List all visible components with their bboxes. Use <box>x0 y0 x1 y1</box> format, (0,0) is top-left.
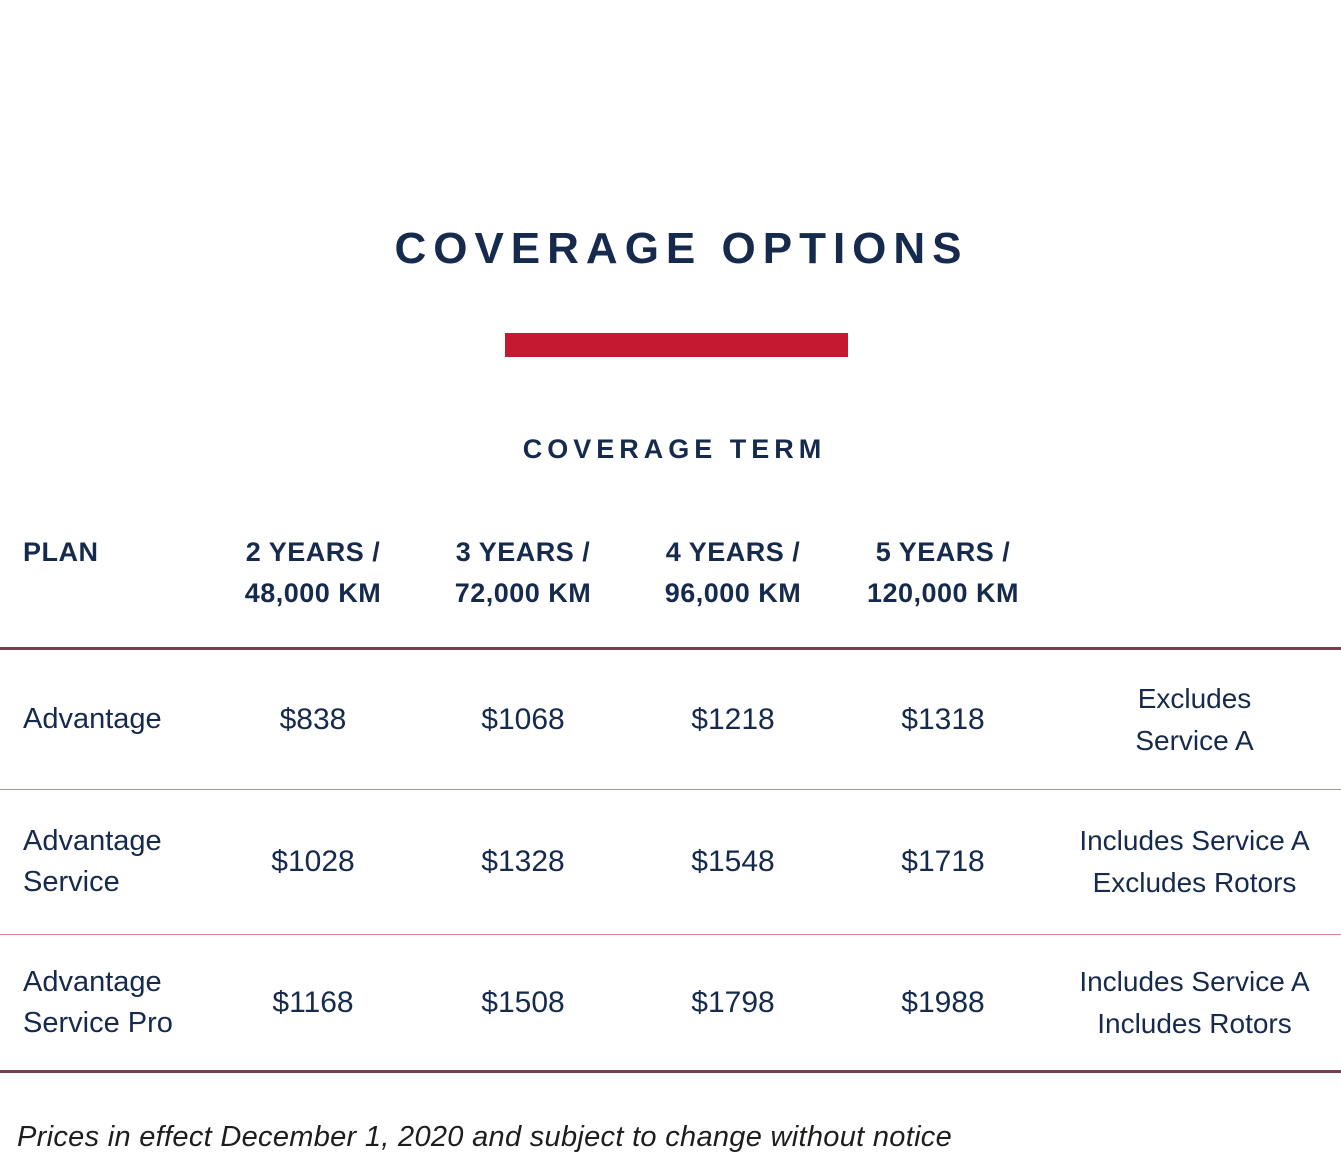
term-header-line1: 3 YEARS / <box>455 537 591 567</box>
price-5y: $1318 <box>901 702 985 736</box>
column-header-term-2y: 2 YEARS / 48,000 KM <box>208 532 418 614</box>
price-4y: $1218 <box>691 702 775 736</box>
price-5y: $1718 <box>901 845 985 878</box>
term-header-line2: 72,000 KM <box>454 578 592 608</box>
price-3y: $1508 <box>481 985 565 1019</box>
note-line: Includes Service A <box>1079 965 1310 997</box>
price-2y: $1168 <box>272 985 354 1019</box>
price-2y: $1028 <box>271 845 355 878</box>
table-row-advantage-service: Advantage Service $1028 $1328 $1548 $171… <box>0 790 1341 935</box>
price-2y: $838 <box>279 702 347 736</box>
plan-name: Advantage <box>23 703 162 735</box>
accent-bar <box>505 333 848 357</box>
plan-note: Includes Service A Excludes Rotors <box>1048 820 1341 904</box>
term-header-line1: 2 YEARS / <box>245 537 381 567</box>
table-header-row: PLAN 2 YEARS / 48,000 KM 3 YEARS / 72,00… <box>0 524 1341 650</box>
price-3y: $1328 <box>481 845 565 878</box>
plan-note: Includes Service A Includes Rotors <box>1048 961 1341 1045</box>
column-header-term-5y: 5 YEARS / 120,000 KM <box>838 532 1048 614</box>
term-header-line2: 48,000 KM <box>244 578 382 608</box>
plan-name: Advantage Service <box>23 825 162 898</box>
note-line: Excludes <box>1137 682 1252 714</box>
price-4y: $1798 <box>691 985 775 1019</box>
note-line: Includes Service A <box>1079 825 1310 856</box>
column-header-term-4y: 4 YEARS / 96,000 KM <box>628 532 838 614</box>
page-title: COVERAGE OPTIONS <box>394 224 969 273</box>
table-row-advantage: Advantage $838 $1068 $1218 $1318 Exclude… <box>0 650 1341 790</box>
term-header-line1: 5 YEARS / <box>875 537 1011 567</box>
term-header-line1: 4 YEARS / <box>665 537 801 567</box>
column-header-term-3y: 3 YEARS / 72,000 KM <box>418 532 628 614</box>
plan-note: Excludes Service A <box>1048 678 1341 762</box>
footnote: Prices in effect December 1, 2020 and su… <box>17 1121 953 1153</box>
section-subtitle: COVERAGE TERM <box>522 434 827 464</box>
note-line: Includes Rotors <box>1097 1007 1292 1039</box>
pricing-table: PLAN 2 YEARS / 48,000 KM 3 YEARS / 72,00… <box>0 524 1341 1073</box>
column-header-plan: PLAN <box>23 537 99 567</box>
table-row-advantage-service-pro: Advantage Service Pro $1168 $1508 $1798 … <box>0 935 1341 1073</box>
note-line: Service A <box>1135 724 1254 756</box>
plan-name: Advantage Service Pro <box>23 965 173 1039</box>
price-4y: $1548 <box>691 845 775 878</box>
term-header-line2: 96,000 KM <box>664 578 802 608</box>
term-header-line2: 120,000 KM <box>866 578 1020 608</box>
price-3y: $1068 <box>481 702 565 736</box>
note-line: Excludes Rotors <box>1092 867 1297 898</box>
price-5y: $1988 <box>901 985 985 1019</box>
